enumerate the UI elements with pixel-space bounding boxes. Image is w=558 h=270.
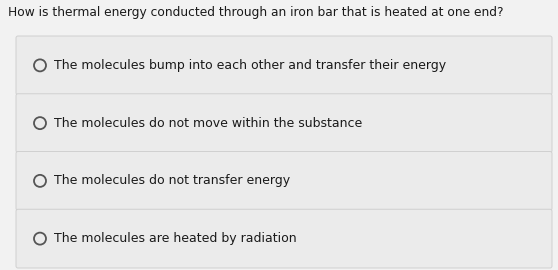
- FancyBboxPatch shape: [16, 209, 552, 268]
- Text: The molecules are heated by radiation: The molecules are heated by radiation: [54, 232, 297, 245]
- Text: The molecules do not move within the substance: The molecules do not move within the sub…: [54, 117, 362, 130]
- Text: The molecules bump into each other and transfer their energy: The molecules bump into each other and t…: [54, 59, 446, 72]
- Text: The molecules do not transfer energy: The molecules do not transfer energy: [54, 174, 290, 187]
- Text: How is thermal energy conducted through an iron bar that is heated at one end?: How is thermal energy conducted through …: [8, 6, 503, 19]
- FancyBboxPatch shape: [16, 151, 552, 210]
- FancyBboxPatch shape: [16, 94, 552, 153]
- FancyBboxPatch shape: [16, 36, 552, 95]
